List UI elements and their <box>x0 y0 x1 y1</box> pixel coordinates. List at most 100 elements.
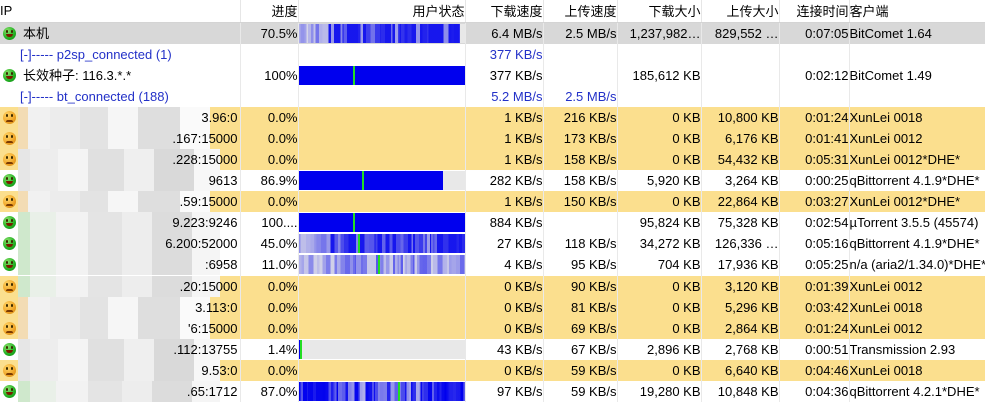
smiley-happy-icon <box>3 258 16 272</box>
column-header-user-status[interactable]: 用户状态 <box>298 0 466 23</box>
column-header-upload-speed[interactable]: 上传速度 <box>543 0 618 23</box>
table-row[interactable]: .59:15000 0.0% 1 KB/s 150 KB/s 0 KB 22,864 KB… <box>0 191 985 213</box>
cell-upload-size: 75,328 KB <box>701 212 780 234</box>
cell-download-size: 0 KB <box>617 275 702 297</box>
column-header-upload-size[interactable]: 上传大小 <box>701 0 780 23</box>
cell-ip[interactable]: [-]----- p2sp_connected (1) <box>0 43 241 65</box>
table-row[interactable]: [-]----- p2sp_connected (1) 377 KB/s <box>0 43 985 65</box>
progress-bar <box>298 382 464 402</box>
cell-ip[interactable]: .59:15000 <box>0 191 241 213</box>
cell-download-speed: 884 KB/s <box>465 212 544 234</box>
piece-separator <box>361 171 364 191</box>
redacted-ip-mask <box>18 317 210 339</box>
table-row[interactable]: 9.223:9246 100.... 884 KB/s 95,824 KB 75,328… <box>0 212 985 234</box>
progress-bar <box>298 255 464 275</box>
column-header-download-speed[interactable]: 下载速度 <box>465 0 544 23</box>
tree-node-label[interactable]: [-]----- bt_connected (188) <box>20 88 169 104</box>
cell-upload-speed: 173 KB/s <box>543 127 618 149</box>
column-header-ip[interactable]: IP <box>0 0 241 23</box>
table-row[interactable]: .65:1712 87.0% 97 KB/s 59 KB/s 19,280 KB 10,8… <box>0 381 985 402</box>
host-label: 本机 <box>23 25 50 41</box>
table-row[interactable]: 9.53:0 0.0% 0 KB/s 59 KB/s 0 KB 6,640 KB 0:04:… <box>0 359 985 381</box>
cell-ip[interactable]: 本机 <box>0 22 241 44</box>
tree-node-label[interactable]: [-]----- p2sp_connected (1) <box>20 46 172 62</box>
smiley-happy-icon <box>3 237 16 251</box>
cell-download-speed: 0 KB/s <box>465 275 544 297</box>
cell-ip[interactable]: .112:13755 <box>0 338 241 360</box>
table-row[interactable]: 长效种子: 116.3.*.* 100% 377 KB/s 185,612 KB 0:0… <box>0 64 985 86</box>
peer-ip-text: 6.200:52000 <box>165 236 238 252</box>
peer-ip-text: 9613 <box>208 173 238 189</box>
cell-ip[interactable]: .65:1712 <box>0 381 241 402</box>
table-row[interactable]: '6:15000 0.0% 0 KB/s 69 KB/s 0 KB 2,864 KB 0:0… <box>0 317 985 339</box>
peer-ip-text: .228:15000 <box>172 152 238 168</box>
cell-client: Transmission 2.93 <box>849 338 985 360</box>
progress-fill <box>298 23 460 43</box>
redacted-ip-mask <box>18 338 220 360</box>
cell-ip[interactable]: .228:15000 <box>0 148 241 171</box>
redacted-ip-mask <box>18 381 220 402</box>
table-row[interactable]: .20:15000 0.0% 0 KB/s 90 KB/s 0 KB 3,120 KB 0:… <box>0 275 985 297</box>
cell-connect-time: 0:05:25 <box>779 254 850 276</box>
column-header-connect-time[interactable]: 连接时间 <box>779 0 850 23</box>
cell-connect-time: 0:07:05 <box>779 22 850 44</box>
cell-ip[interactable]: '6:15000 <box>0 317 241 339</box>
cell-download-speed: 377 KB/s <box>465 64 544 86</box>
cell-download-speed: 0 KB/s <box>465 296 544 318</box>
cell-user-status <box>298 381 466 402</box>
cell-connect-time: 0:00:25 <box>779 170 850 192</box>
table-row[interactable]: 6.200:52000 45.0% 27 KB/s 118 KB/s 34,272 KB… <box>0 233 985 255</box>
cell-ip[interactable]: 6.200:52000 <box>0 233 241 255</box>
table-body[interactable]: 本机 70.5% 6.4 MB/s 2.5 MB/s 1,237,982… 829,552… <box>0 22 985 402</box>
cell-ip[interactable]: [-]----- bt_connected (188) <box>0 85 241 107</box>
redacted-ip-mask <box>18 106 210 128</box>
table-row[interactable]: :6958 11.0% 4 KB/s 95 KB/s 704 KB 17,936 KB 0:… <box>0 254 985 276</box>
smiley-happy-icon <box>3 26 16 40</box>
cell-client: BitComet 1.64 <box>849 22 985 44</box>
cell-ip[interactable]: 3.96:0 <box>0 106 241 128</box>
cell-ip[interactable]: .20:15000 <box>0 275 241 297</box>
peer-ip-text: .59:15000 <box>179 194 238 210</box>
cell-connect-time: 0:05:16 <box>779 233 850 255</box>
header-row: IP 进度 用户状态 下载速度 上传速度 下载大小 上传大小 连接时间 客户端 <box>0 0 985 23</box>
cell-ip[interactable]: 9613 <box>0 170 241 192</box>
cell-download-speed: 282 KB/s <box>465 170 544 192</box>
cell-upload-size: 54,432 KB <box>701 148 780 171</box>
table-row[interactable]: 本机 70.5% 6.4 MB/s 2.5 MB/s 1,237,982… 829,552… <box>0 22 985 44</box>
cell-connect-time: 0:05:31 <box>779 148 850 171</box>
cell-user-status <box>298 275 466 297</box>
cell-upload-size: 126,336 … <box>701 233 780 255</box>
smiley-happy-icon <box>3 216 16 230</box>
cell-download-size: 19,280 KB <box>617 381 702 402</box>
cell-connect-time: 0:01:24 <box>779 317 850 339</box>
cell-ip[interactable]: :6958 <box>0 254 241 276</box>
cell-upload-speed <box>543 43 618 65</box>
cell-progress <box>240 43 299 65</box>
column-header-client[interactable]: 客户端 <box>849 0 985 23</box>
table-row[interactable]: 9613 86.9% 282 KB/s 158 KB/s 5,920 KB 3,264 K… <box>0 170 985 192</box>
table-row[interactable]: [-]----- bt_connected (188) 5.2 MB/s 2.5 M… <box>0 85 985 107</box>
cell-ip[interactable]: 3.113:0 <box>0 296 241 318</box>
cell-upload-size: 6,176 KB <box>701 127 780 149</box>
cell-connect-time <box>779 85 850 107</box>
table-row[interactable]: .112:13755 1.4% 43 KB/s 67 KB/s 2,896 KB 2,76… <box>0 338 985 360</box>
peer-ip-text: 9.223:9246 <box>172 215 238 231</box>
redacted-ip-mask <box>18 127 210 149</box>
cell-upload-speed: 150 KB/s <box>543 191 618 213</box>
table-row[interactable]: 3.113:0 0.0% 0 KB/s 81 KB/s 0 KB 5,296 KB 0:03… <box>0 296 985 318</box>
column-header-download-size[interactable]: 下载大小 <box>617 0 702 23</box>
column-header-progress[interactable]: 进度 <box>240 0 299 23</box>
progress-fill <box>298 382 464 402</box>
table-row[interactable]: .228:15000 0.0% 1 KB/s 158 KB/s 0 KB 54,432 K… <box>0 148 985 171</box>
cell-download-speed: 6.4 MB/s <box>465 22 544 44</box>
table-row[interactable]: 3.96:0 0.0% 1 KB/s 216 KB/s 0 KB 10,800 KB 0:0… <box>0 106 985 128</box>
cell-ip[interactable]: 9.53:0 <box>0 359 241 381</box>
table-row[interactable]: .167:15000 0.0% 1 KB/s 173 KB/s 0 KB 6,176 KB… <box>0 127 985 149</box>
cell-download-size <box>617 85 702 107</box>
cell-ip[interactable]: 长效种子: 116.3.*.* <box>0 64 241 86</box>
cell-ip[interactable]: 9.223:9246 <box>0 212 241 234</box>
cell-user-status <box>298 22 466 44</box>
cell-ip[interactable]: .167:15000 <box>0 127 241 149</box>
progress-bar <box>298 171 464 191</box>
